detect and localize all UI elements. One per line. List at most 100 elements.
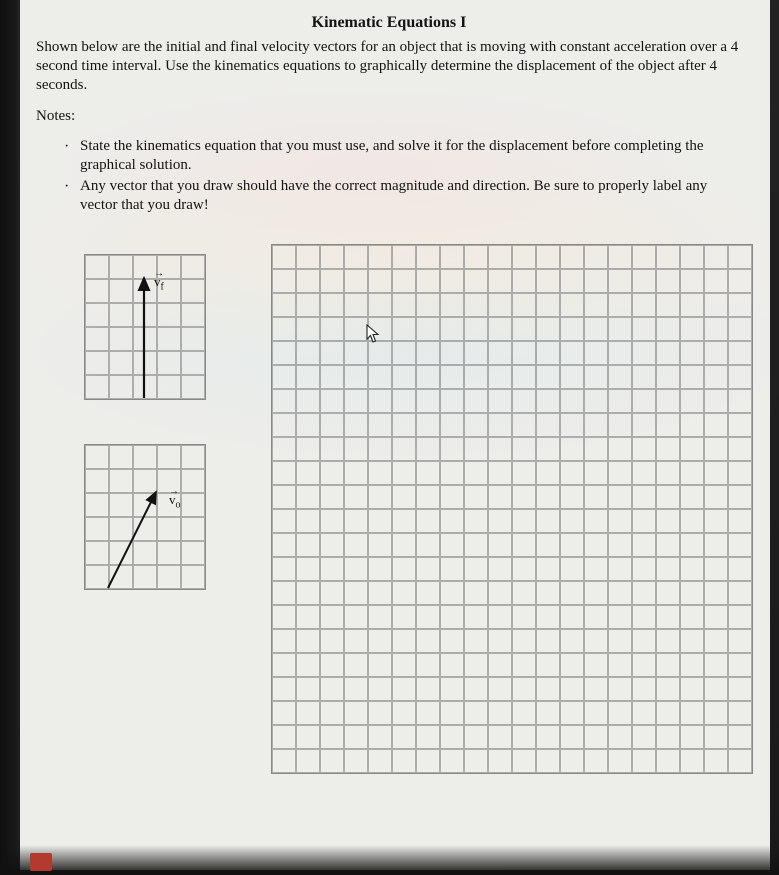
grid-cell xyxy=(512,509,536,533)
grid-cell xyxy=(368,653,392,677)
grid-cell xyxy=(680,557,704,581)
grid-cell xyxy=(392,485,416,509)
grid-cell xyxy=(608,365,632,389)
page-title: Kinematic Equations I xyxy=(36,14,742,32)
grid-cell xyxy=(584,461,608,485)
grid-cell xyxy=(440,653,464,677)
grid-cell xyxy=(536,605,560,629)
grid-cell xyxy=(680,629,704,653)
grid-cell xyxy=(488,245,512,269)
grid-cell xyxy=(272,341,296,365)
grid-cell xyxy=(320,341,344,365)
grid-cell xyxy=(704,485,728,509)
grid-cell xyxy=(392,317,416,341)
grid-cell xyxy=(512,557,536,581)
grid-cell xyxy=(632,413,656,437)
grid-cell xyxy=(632,701,656,725)
grid-cell xyxy=(344,533,368,557)
grid-cell xyxy=(392,461,416,485)
grid-cell xyxy=(392,749,416,773)
grid-cell xyxy=(344,677,368,701)
grid-cell xyxy=(392,437,416,461)
grid-cell xyxy=(440,605,464,629)
grid-cell xyxy=(440,677,464,701)
notes-list: State the kinematics equation that you m… xyxy=(36,137,742,214)
grid-cell xyxy=(464,245,488,269)
grid-cell xyxy=(608,701,632,725)
grid-cell xyxy=(368,725,392,749)
grid-cell xyxy=(632,269,656,293)
grid-cell xyxy=(320,749,344,773)
grid-cell xyxy=(680,725,704,749)
grid-cell xyxy=(536,389,560,413)
taskbar-badge[interactable] xyxy=(30,853,52,871)
grid-cell xyxy=(85,469,109,493)
grid-cell xyxy=(416,437,440,461)
grid-cell xyxy=(416,485,440,509)
grid-cell xyxy=(440,317,464,341)
grid-cell xyxy=(296,245,320,269)
grid-cell xyxy=(392,533,416,557)
grid-cell xyxy=(560,725,584,749)
grid-cell xyxy=(344,605,368,629)
grid-cell xyxy=(728,653,752,677)
grid-cell xyxy=(536,293,560,317)
grid-cell xyxy=(440,629,464,653)
grid-cell xyxy=(584,269,608,293)
grid-cell xyxy=(512,725,536,749)
grid-cell xyxy=(728,485,752,509)
grid-cell xyxy=(680,509,704,533)
grid-cell xyxy=(584,293,608,317)
grid-cell xyxy=(680,677,704,701)
grid-cell xyxy=(632,485,656,509)
grid-cell xyxy=(488,581,512,605)
grid-cell xyxy=(680,293,704,317)
grid-cell xyxy=(416,293,440,317)
grid-cell xyxy=(632,677,656,701)
grid-cell xyxy=(464,509,488,533)
grid-cell xyxy=(584,701,608,725)
grid-cell xyxy=(85,351,109,375)
grid-cell xyxy=(728,341,752,365)
grid-cell xyxy=(85,541,109,565)
grid-cell xyxy=(512,269,536,293)
grid-cell xyxy=(560,557,584,581)
grid-cell xyxy=(608,557,632,581)
grid-cell xyxy=(320,653,344,677)
grid-cell xyxy=(320,725,344,749)
grid-cell xyxy=(728,293,752,317)
grid-cell xyxy=(368,557,392,581)
grid-cell xyxy=(440,509,464,533)
grid-cell xyxy=(608,629,632,653)
grid-cell xyxy=(536,269,560,293)
grid-cell xyxy=(272,533,296,557)
grid-cell xyxy=(181,493,205,517)
grid-cell xyxy=(464,341,488,365)
small-grid-vo xyxy=(84,444,206,590)
grid-cell xyxy=(680,389,704,413)
grid-cell xyxy=(560,317,584,341)
grid-cell xyxy=(512,389,536,413)
grid-cell xyxy=(560,341,584,365)
grid-cell xyxy=(109,493,133,517)
grid-cell xyxy=(632,293,656,317)
grid-cell xyxy=(488,557,512,581)
grid-cell xyxy=(584,341,608,365)
grid-cell xyxy=(85,255,109,279)
grid-cell xyxy=(344,341,368,365)
grid-cell xyxy=(512,341,536,365)
grid-cell xyxy=(728,317,752,341)
grid-cell xyxy=(632,581,656,605)
grid-cell xyxy=(272,605,296,629)
grid-cell xyxy=(464,317,488,341)
grid-cell xyxy=(296,557,320,581)
grid-cell xyxy=(109,327,133,351)
grid-cell xyxy=(584,749,608,773)
grid-cell xyxy=(392,389,416,413)
grid-cell xyxy=(344,389,368,413)
grid-cell xyxy=(512,653,536,677)
grid-cell xyxy=(488,269,512,293)
grid-cell xyxy=(488,509,512,533)
grid-cell xyxy=(608,293,632,317)
grid-cell xyxy=(133,517,157,541)
